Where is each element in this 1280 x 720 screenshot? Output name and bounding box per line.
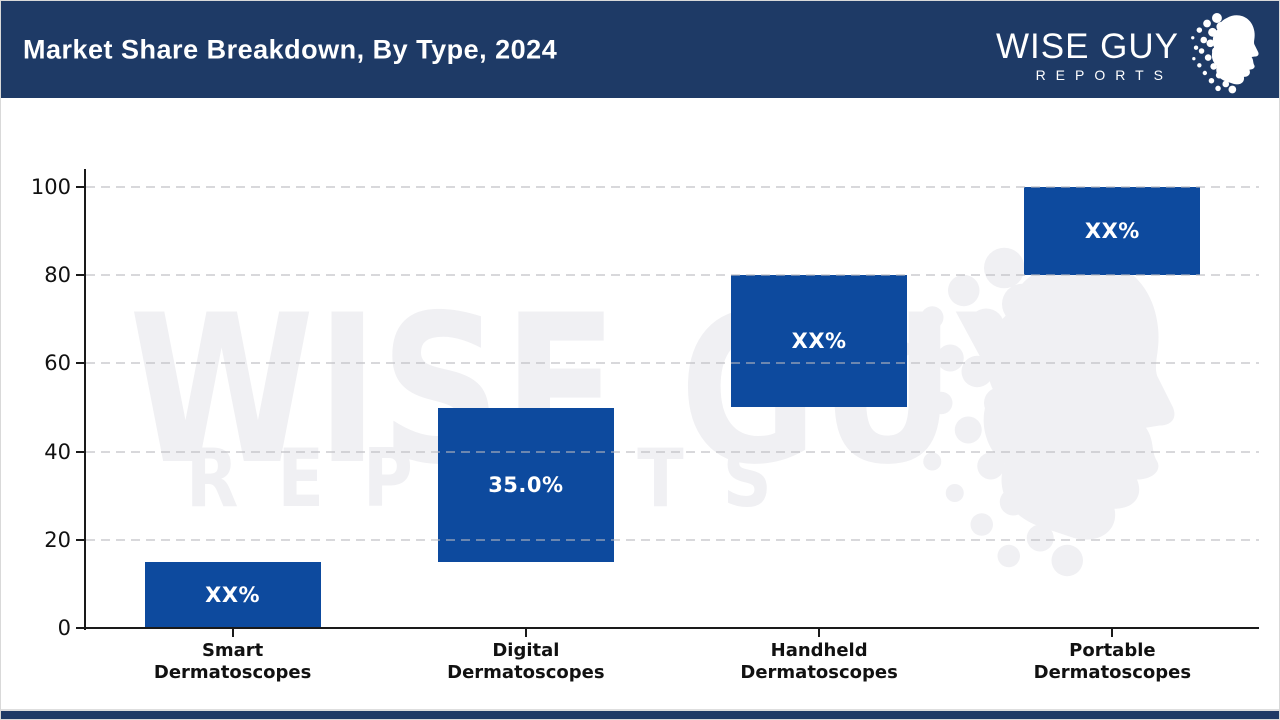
- y-tick-mark: [76, 274, 84, 277]
- x-tick-mark: [1111, 629, 1114, 637]
- category-label: Smart Dermatoscopes: [153, 640, 312, 683]
- y-tick-mark: [76, 362, 84, 365]
- gridline: [86, 450, 1259, 453]
- gridline: [86, 362, 1259, 365]
- category-label: Portable Dermatoscopes: [1033, 640, 1192, 683]
- y-tick-label: 80: [44, 263, 71, 288]
- wiseguy-logo: WISE GUY REPORTS: [996, 1, 1269, 98]
- bar-value-label: XX%: [1084, 219, 1140, 244]
- footer-bar: [1, 709, 1279, 719]
- y-tick-mark: [76, 186, 84, 188]
- y-tick-label: 0: [57, 616, 71, 640]
- bar: XX%: [731, 275, 908, 408]
- y-tick-mark: [76, 450, 84, 453]
- x-tick-mark: [231, 629, 234, 637]
- y-tick-mark: [76, 627, 84, 629]
- bar-value-label: XX%: [791, 329, 847, 354]
- y-tick-label: 20: [44, 527, 71, 552]
- page-title: Market Share Breakdown, By Type, 2024: [23, 34, 558, 64]
- bar: 35.0%: [437, 407, 614, 562]
- x-tick-mark: [524, 629, 527, 637]
- wiseguy-head-icon: [1179, 7, 1267, 95]
- header-bar: Market Share Breakdown, By Type, 2024 WI…: [1, 1, 1279, 98]
- y-tick-label: 40: [44, 439, 71, 464]
- bar: XX%: [1024, 187, 1201, 276]
- y-tick-mark: [76, 538, 84, 541]
- logo-reports-text: REPORTS: [1035, 67, 1173, 83]
- bar-value-label: 35.0%: [488, 472, 564, 497]
- y-tick-label: 60: [44, 351, 71, 376]
- logo-wiseguy-text: WISE GUY: [995, 27, 1179, 66]
- bar: XX%: [144, 561, 321, 628]
- category-label: Handheld Dermatoscopes: [740, 640, 898, 683]
- gridline: [86, 538, 1259, 541]
- x-axis-line: [84, 627, 1259, 629]
- bar-value-label: XX%: [205, 582, 261, 607]
- x-tick-mark: [818, 629, 821, 637]
- y-axis-line: [84, 169, 86, 630]
- category-label: Digital Dermatoscopes: [447, 640, 605, 683]
- y-tick-label: 100: [30, 175, 71, 199]
